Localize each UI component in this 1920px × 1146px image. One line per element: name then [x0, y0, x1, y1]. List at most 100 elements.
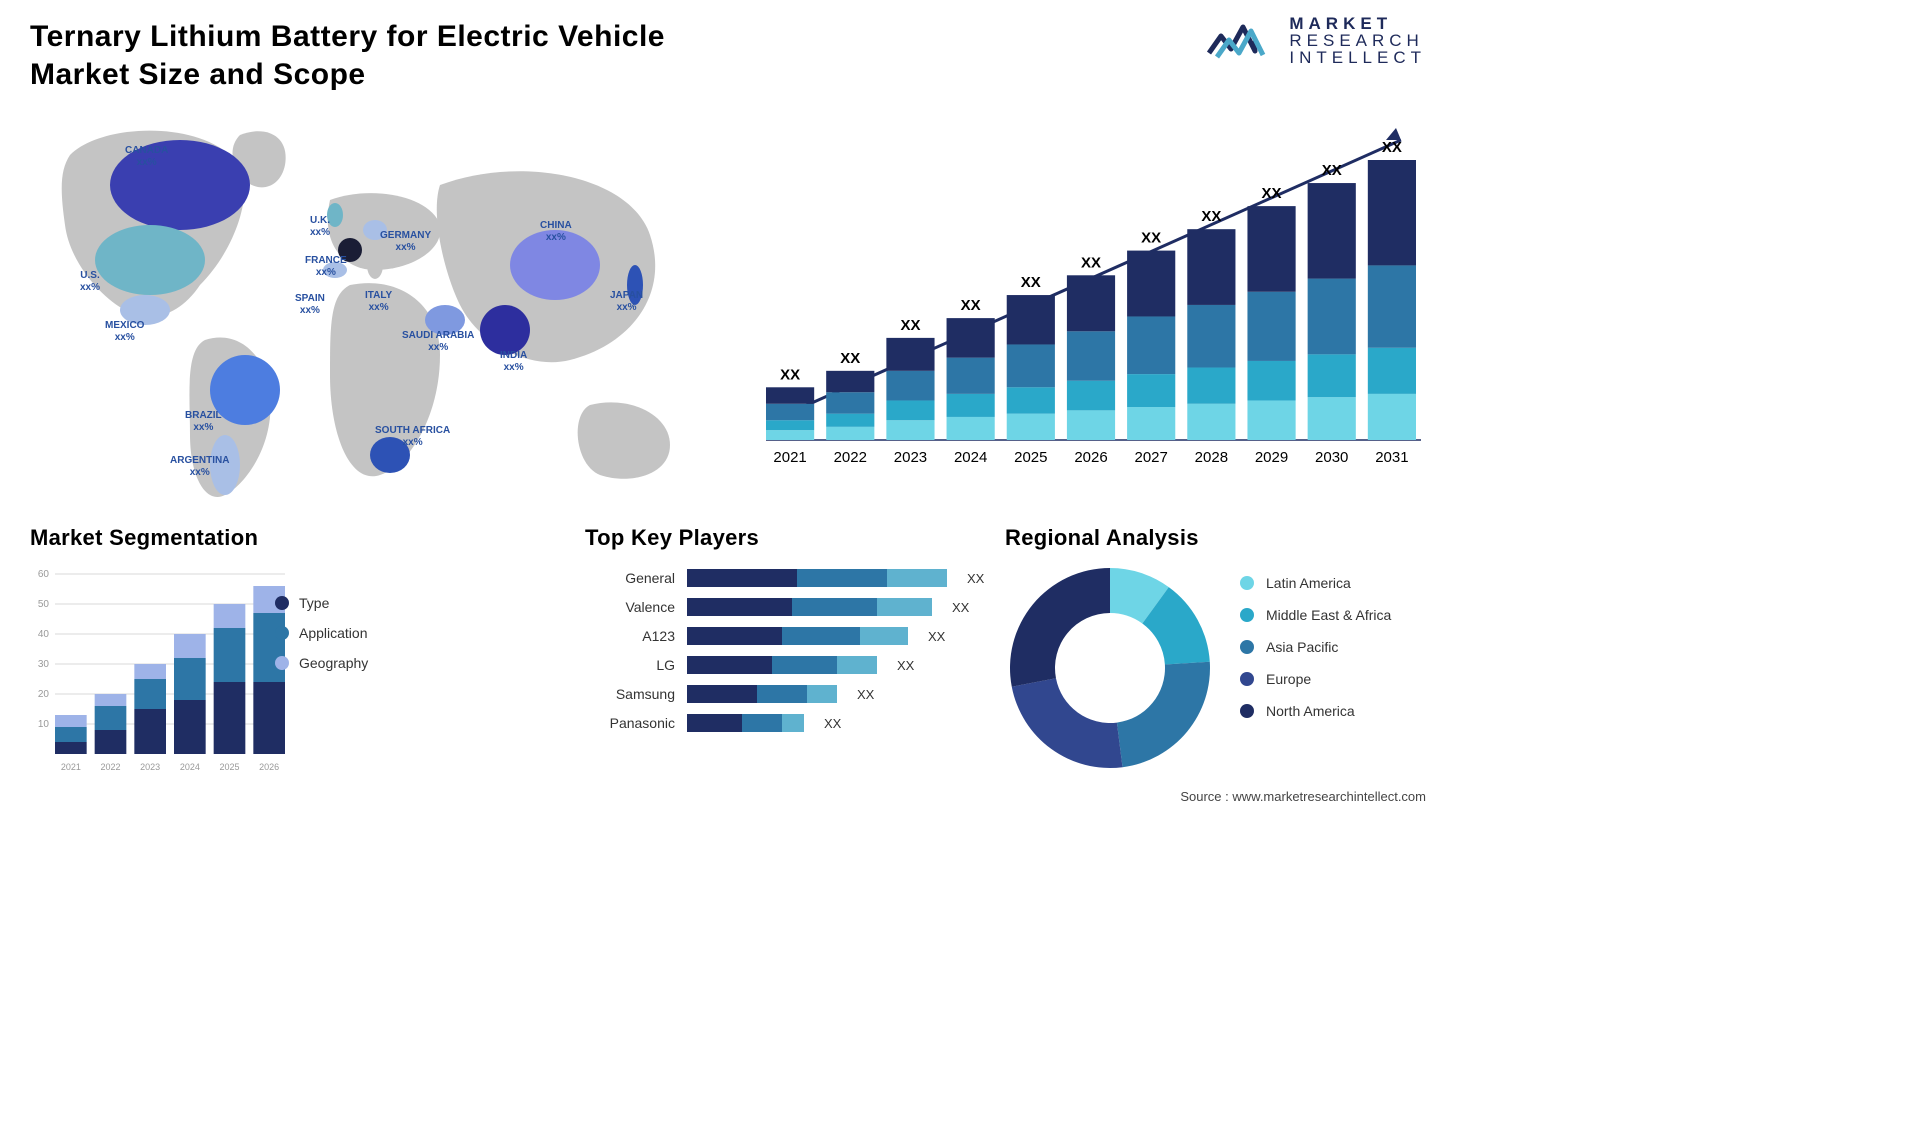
svg-text:2024: 2024 — [180, 762, 200, 772]
player-name: LG — [585, 657, 675, 673]
player-value: XX — [857, 687, 874, 702]
map-label-argentina: ARGENTINAxx% — [170, 455, 229, 478]
svg-text:20: 20 — [38, 689, 50, 700]
player-value: XX — [824, 716, 841, 731]
segmentation-title: Market Segmentation — [30, 525, 400, 551]
svg-text:40: 40 — [38, 629, 50, 640]
svg-text:XX: XX — [1382, 139, 1402, 156]
svg-text:XX: XX — [1201, 208, 1221, 225]
player-name: A123 — [585, 628, 675, 644]
svg-text:XX: XX — [1322, 162, 1342, 179]
regional-title: Regional Analysis — [1005, 525, 1425, 551]
svg-text:2026: 2026 — [1074, 449, 1107, 466]
player-value: XX — [952, 600, 969, 615]
players-title: Top Key Players — [585, 525, 985, 551]
map-label-brazil: BRAZILxx% — [185, 410, 222, 433]
seg-legend-item: Geography — [275, 655, 368, 671]
main-growth-chart: XX 2021 XX 2022 XX 2023 XX 2024 XX 2025 XX 2026 XX 20… — [756, 100, 1426, 480]
svg-text:2026: 2026 — [259, 762, 279, 772]
svg-text:2024: 2024 — [954, 449, 987, 466]
svg-text:XX: XX — [961, 297, 981, 314]
players-list: GeneralXXValenceXXA123XXLGXXSamsungXXPan… — [585, 569, 985, 732]
svg-text:XX: XX — [1021, 274, 1041, 291]
map-label-south-africa: SOUTH AFRICAxx% — [375, 425, 450, 448]
logo-line2: RESEARCH — [1289, 32, 1426, 49]
world-map: CANADAxx% U.S.xx% MEXICOxx% BRAZILxx% ARGENT… — [30, 115, 710, 515]
svg-text:2030: 2030 — [1315, 449, 1348, 466]
player-bar — [687, 598, 932, 616]
player-row: Valence XX — [585, 598, 985, 616]
svg-text:2027: 2027 — [1134, 449, 1167, 466]
player-value: XX — [897, 658, 914, 673]
svg-text:2023: 2023 — [140, 762, 160, 772]
player-bar — [687, 627, 908, 645]
map-label-germany: GERMANYxx% — [380, 230, 431, 253]
map-label-saudi-arabia: SAUDI ARABIAxx% — [402, 330, 474, 353]
svg-text:XX: XX — [1081, 254, 1101, 271]
svg-text:2031: 2031 — [1375, 449, 1408, 466]
player-bar — [687, 569, 947, 587]
player-name: General — [585, 570, 675, 586]
logo-line3: INTELLECT — [1289, 49, 1426, 66]
svg-text:10: 10 — [38, 719, 50, 730]
svg-text:30: 30 — [38, 659, 50, 670]
map-label-japan: JAPANxx% — [610, 290, 643, 313]
player-row: General XX — [585, 569, 985, 587]
seg-legend-item: Application — [275, 625, 368, 641]
player-row: Panasonic XX — [585, 714, 985, 732]
region-legend-item: Asia Pacific — [1240, 639, 1391, 655]
svg-text:2022: 2022 — [100, 762, 120, 772]
svg-text:2022: 2022 — [834, 449, 867, 466]
svg-text:2025: 2025 — [219, 762, 239, 772]
player-bar — [687, 656, 877, 674]
player-row: LG XX — [585, 656, 985, 674]
svg-text:XX: XX — [900, 317, 920, 334]
svg-text:XX: XX — [1262, 185, 1282, 202]
svg-text:60: 60 — [38, 569, 50, 580]
player-name: Panasonic — [585, 715, 675, 731]
svg-text:XX: XX — [1141, 230, 1161, 247]
source-text: Source : www.marketresearchintellect.com — [1180, 789, 1426, 804]
map-label-u-k-: U.K.xx% — [310, 215, 330, 238]
players-section: Top Key Players General XX Valence XX A123 XX… — [585, 525, 985, 732]
svg-text:2021: 2021 — [773, 449, 806, 466]
player-value: XX — [928, 629, 945, 644]
region-legend-item: North America — [1240, 703, 1391, 719]
region-legend-item: Middle East & Africa — [1240, 607, 1391, 623]
player-value: XX — [967, 571, 984, 586]
player-row: Samsung XX — [585, 685, 985, 703]
map-label-france: FRANCExx% — [305, 255, 347, 278]
seg-legend-item: Type — [275, 595, 368, 611]
regional-legend: Latin America Middle East & Africa Asia Pa… — [1240, 575, 1391, 719]
svg-text:50: 50 — [38, 599, 50, 610]
logo-mark-icon — [1207, 21, 1279, 61]
map-label-india: INDIAxx% — [500, 350, 527, 373]
segmentation-legend: Type Application Geography — [275, 595, 368, 671]
regional-donut — [1005, 563, 1215, 773]
player-name: Valence — [585, 599, 675, 615]
map-label-china: CHINAxx% — [540, 220, 572, 243]
page-title: Ternary Lithium Battery for Electric Veh… — [30, 18, 750, 93]
region-legend-item: Europe — [1240, 671, 1391, 687]
map-label-spain: SPAINxx% — [295, 293, 325, 316]
map-label-u-s-: U.S.xx% — [80, 270, 100, 293]
brand-logo: MARKET RESEARCH INTELLECT — [1207, 15, 1426, 66]
svg-text:2029: 2029 — [1255, 449, 1288, 466]
logo-line1: MARKET — [1289, 15, 1426, 32]
map-label-mexico: MEXICOxx% — [105, 320, 144, 343]
map-svg — [30, 115, 710, 515]
player-name: Samsung — [585, 686, 675, 702]
player-bar — [687, 685, 837, 703]
region-legend-item: Latin America — [1240, 575, 1391, 591]
segmentation-chart: 10 20 30 40 50 60 2021 2022 2023 2024 2025 2026 — [30, 566, 290, 776]
player-row: A123 XX — [585, 627, 985, 645]
map-label-italy: ITALYxx% — [365, 290, 392, 313]
player-bar — [687, 714, 804, 732]
svg-text:2028: 2028 — [1195, 449, 1228, 466]
svg-text:2025: 2025 — [1014, 449, 1047, 466]
svg-text:2023: 2023 — [894, 449, 927, 466]
svg-text:XX: XX — [840, 350, 860, 367]
map-label-canada: CANADAxx% — [125, 145, 168, 168]
svg-text:2021: 2021 — [61, 762, 81, 772]
svg-text:XX: XX — [780, 366, 800, 383]
